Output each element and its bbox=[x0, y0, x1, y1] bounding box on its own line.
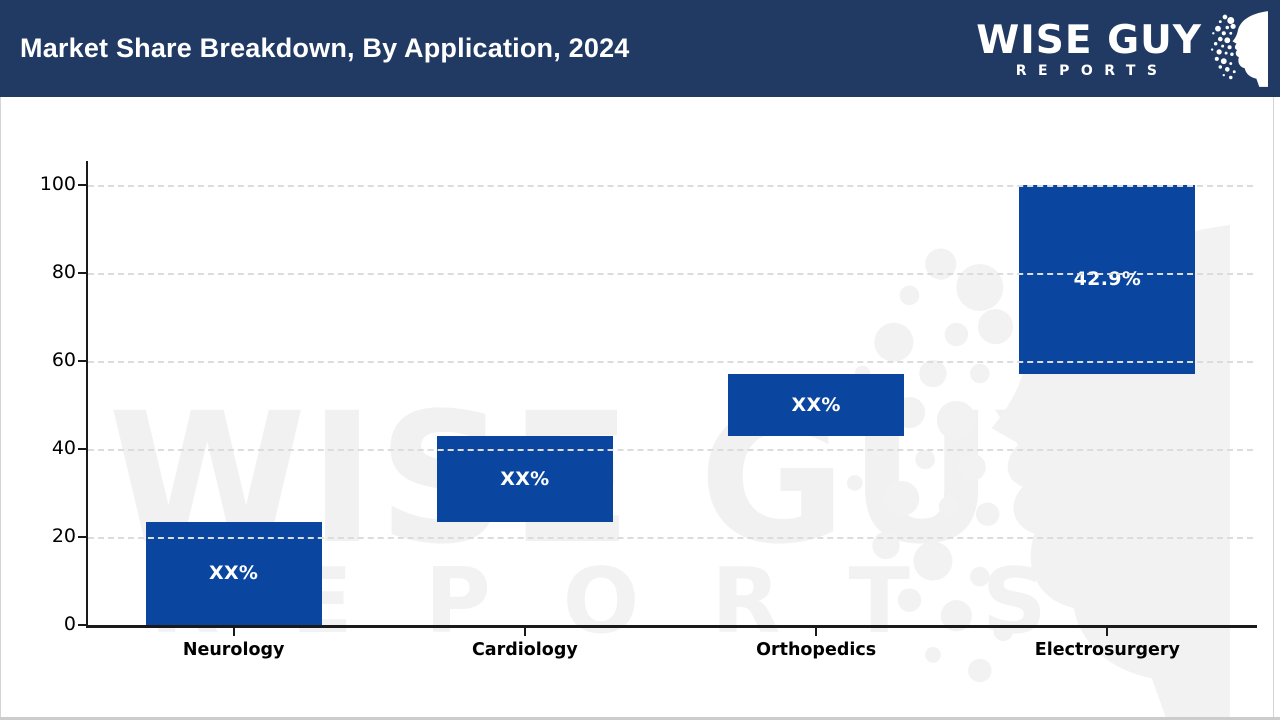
bar-label-cardiology: XX% bbox=[500, 467, 550, 490]
logo-text: WISE GUY REPORTS bbox=[976, 21, 1202, 78]
x-tick-mark-cardiology bbox=[523, 628, 526, 636]
gridline-40 bbox=[88, 449, 1253, 451]
chart-area: WISE GUY REPORTS 0 20 40 60 80 100 XX% Neurolog… bbox=[0, 97, 1280, 720]
bar-label-electrosurgery: 42.9% bbox=[1073, 268, 1142, 291]
x-tick-label-electrosurgery: Electrosurgery bbox=[1034, 640, 1180, 660]
gridline-80 bbox=[88, 273, 1253, 275]
x-tick-label-cardiology: Cardiology bbox=[471, 640, 578, 660]
page-title: Market Share Breakdown, By Application, … bbox=[20, 33, 630, 63]
y-tick-label-60: 60 bbox=[51, 349, 76, 371]
gridline-60 bbox=[88, 361, 1253, 363]
bar-orthopedics: XX% bbox=[728, 373, 905, 437]
logo-subtitle: REPORTS bbox=[1015, 62, 1169, 79]
x-tick-label-orthopedics: Orthopedics bbox=[756, 640, 877, 660]
y-tick-label-0: 0 bbox=[63, 613, 76, 635]
logo-face-icon bbox=[1210, 11, 1268, 87]
x-axis-line bbox=[86, 625, 1257, 628]
gridline-100 bbox=[88, 185, 1253, 187]
y-tick-label-80: 80 bbox=[51, 261, 76, 283]
y-axis-line bbox=[86, 161, 88, 627]
wise-guy-reports-logo: WISE GUY REPORTS bbox=[976, 8, 1268, 90]
y-tick-mark-100 bbox=[78, 184, 86, 186]
x-tick-mark-orthopedics bbox=[815, 628, 818, 636]
panel-border-left bbox=[0, 97, 1, 720]
x-tick-mark-neurology bbox=[232, 628, 235, 636]
x-tick-mark-electrosurgery bbox=[1106, 628, 1109, 636]
y-tick-label-20: 20 bbox=[51, 525, 76, 547]
header-bar: Market Share Breakdown, By Application, … bbox=[0, 0, 1280, 97]
bar-label-orthopedics: XX% bbox=[791, 393, 841, 416]
y-tick-label-40: 40 bbox=[51, 437, 76, 459]
panel-border-right bbox=[1273, 97, 1274, 720]
y-tick-mark-20 bbox=[78, 536, 86, 538]
bar-electrosurgery: 42.9% bbox=[1019, 185, 1196, 374]
bar-label-neurology: XX% bbox=[209, 562, 259, 585]
waterfall-chart: 0 20 40 60 80 100 XX% Neurology XX% Cardiology XX%… bbox=[0, 97, 1280, 720]
y-tick-mark-80 bbox=[78, 272, 86, 274]
gridline-20 bbox=[88, 537, 1253, 539]
x-tick-label-neurology: Neurology bbox=[182, 640, 285, 660]
panel-border-bottom bbox=[0, 717, 1280, 720]
y-tick-label-100: 100 bbox=[39, 173, 76, 195]
y-tick-mark-40 bbox=[78, 448, 86, 450]
y-tick-mark-0 bbox=[78, 624, 86, 626]
logo-wordmark: WISE GUY bbox=[976, 17, 1202, 63]
y-tick-mark-60 bbox=[78, 360, 86, 362]
